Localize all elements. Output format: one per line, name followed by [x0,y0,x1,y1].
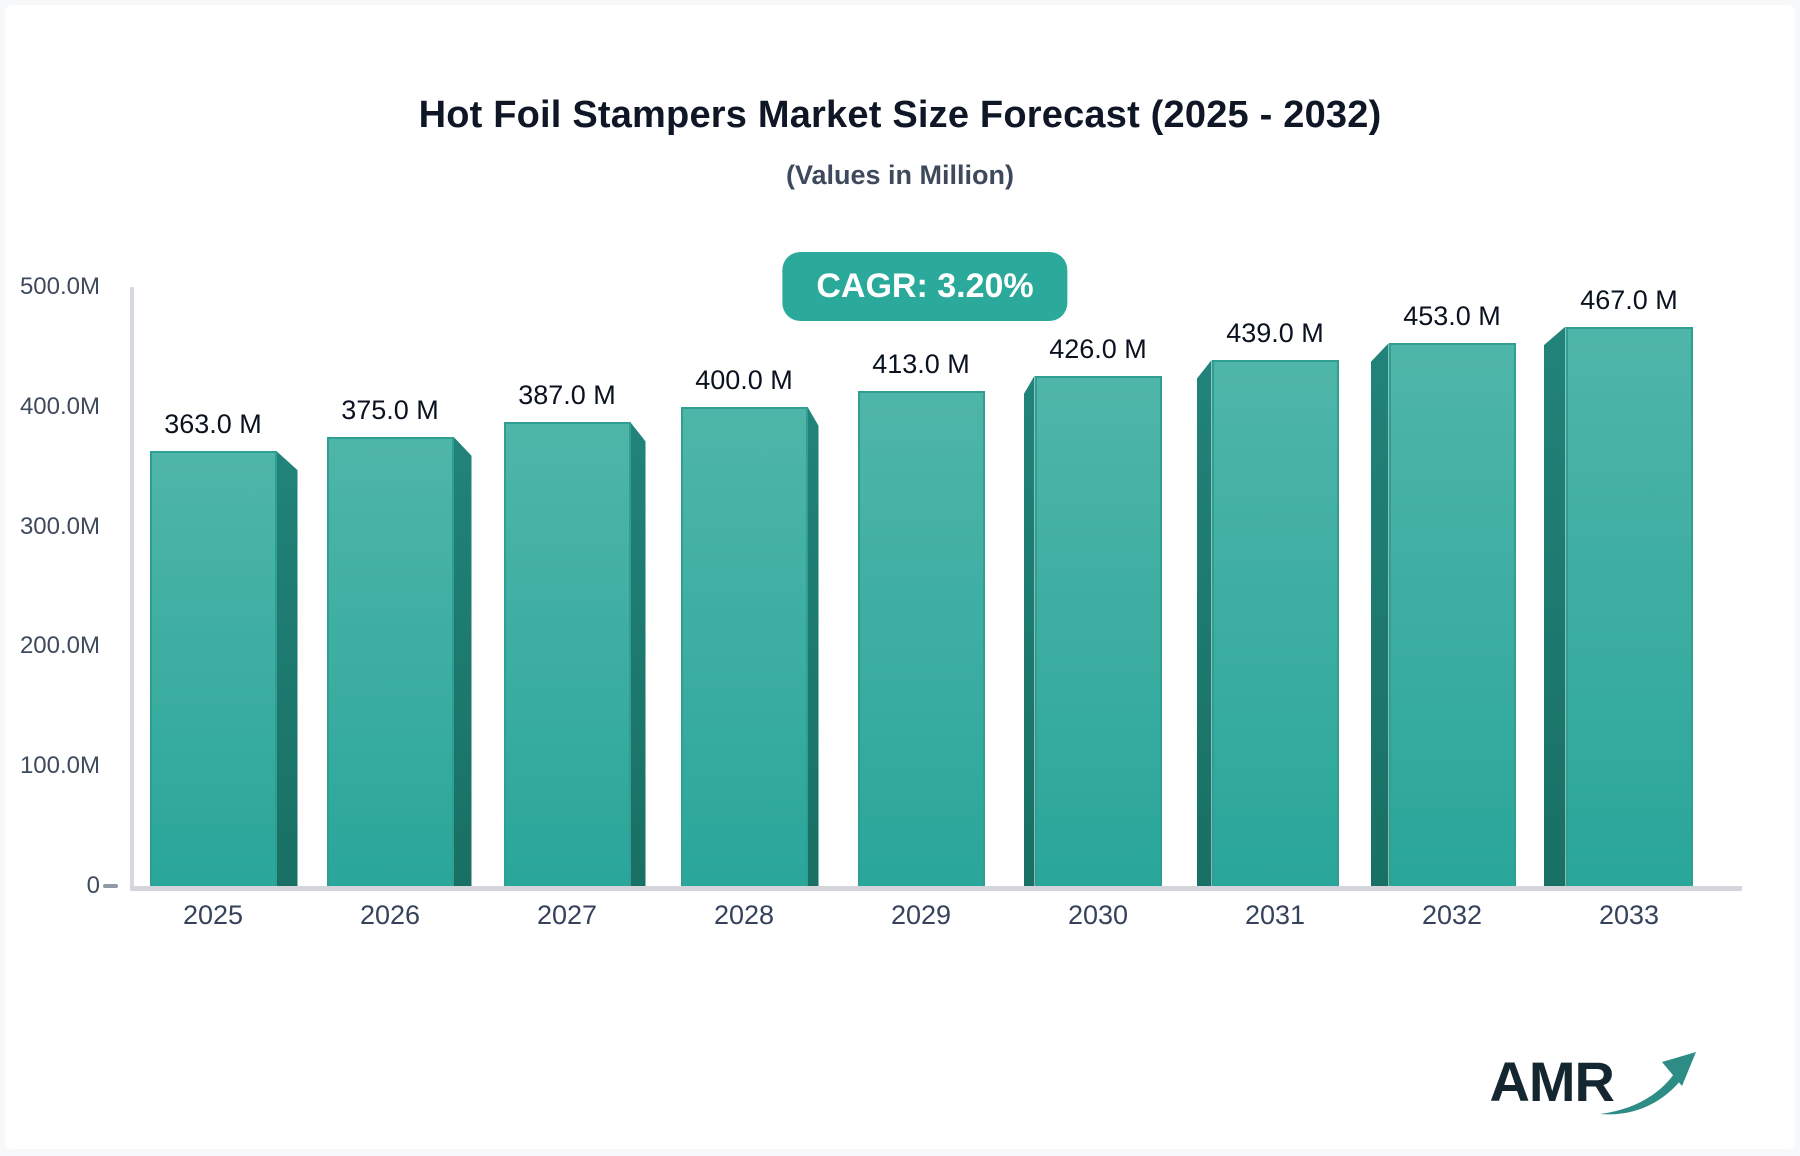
bar-2026[interactable] [326,436,454,886]
bar-side-face-2032 [1370,343,1389,886]
x-tick-label-2026: 2026 [359,900,421,930]
y-tick-label-500: 500.0M [19,273,100,300]
cagr-badge-label: CAGR: 3.20% [816,267,1034,305]
bar-2029[interactable] [857,391,985,886]
bar-value-label-2027: 387.0 M [518,380,616,411]
y-tick-label-0: 0 [86,872,100,899]
bar-side-face-2027 [630,422,646,886]
amr-logo-text: AMR [1489,1050,1615,1114]
amr-logo: AMR [1489,1048,1702,1115]
chart-title: Hot Foil Stampers Market Size Forecast (… [418,94,1382,136]
x-tick-label-2031: 2031 [1244,900,1306,930]
x-tick-label-2025: 2025 [182,900,244,930]
y-tick-label-300: 300.0M [19,512,100,540]
bar-side-face-2033 [1543,326,1566,886]
bar-2033[interactable] [1565,326,1693,886]
bar-2032[interactable] [1388,343,1516,886]
x-tick-label-2033: 2033 [1598,900,1660,930]
growth-arrow-icon [1600,1052,1696,1115]
bar-value-label-2033: 467.0 M [1580,284,1678,315]
bar-value-label-2031: 439.0 M [1226,318,1324,349]
x-tick-label-2032: 2032 [1421,900,1483,930]
chart-subtitle: (Values in Million) [785,160,1015,190]
bar-side-face-2026 [453,436,472,886]
bar-2030[interactable] [1034,375,1162,886]
bar-2031[interactable] [1211,360,1339,886]
bar-2027[interactable] [503,422,631,886]
y-tick-label-400: 400.0M [19,392,100,420]
bar-side-face-2025 [276,451,298,886]
bar-2025[interactable] [149,451,277,886]
x-tick-label-2028: 2028 [713,900,775,930]
x-tick-label-2027: 2027 [536,900,598,930]
bar-side-face-2028 [807,406,819,886]
bar-value-label-2026: 375.0 M [341,394,439,425]
bar-value-label-2032: 453.0 M [1403,301,1501,332]
cagr-badge: CAGR: 3.20% [782,252,1068,321]
zero-tick-mark [103,884,118,888]
x-axis-line [130,886,1742,891]
bar-2028[interactable] [680,406,808,886]
y-tick-label-100: 100.0M [19,752,100,780]
y-tick-label-200: 200.0M [19,632,100,660]
y-axis-line [130,287,134,886]
bar-value-label-2028: 400.0 M [695,364,793,395]
x-tick-label-2030: 2030 [1067,900,1129,930]
bar-side-face-2030 [1023,375,1035,886]
x-tick-label-2029: 2029 [890,900,952,930]
bar-value-label-2025: 363.0 M [164,409,262,440]
bar-value-label-2029: 413.0 M [872,349,970,380]
bar-side-face-2031 [1196,360,1212,886]
bar-value-label-2030: 426.0 M [1049,333,1147,364]
